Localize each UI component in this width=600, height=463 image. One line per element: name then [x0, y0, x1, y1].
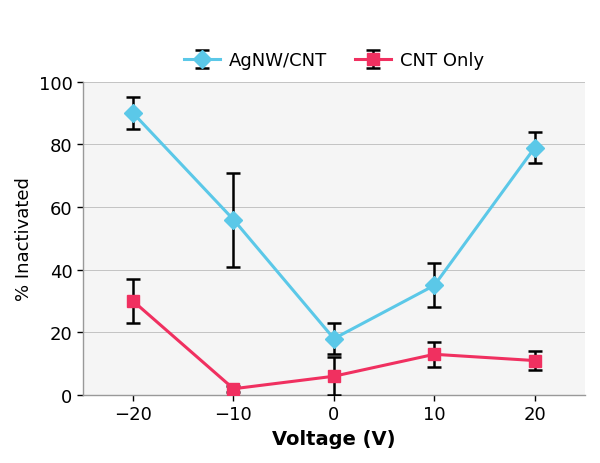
Y-axis label: % Inactivated: % Inactivated: [15, 177, 33, 300]
Legend: AgNW/CNT, CNT Only: AgNW/CNT, CNT Only: [177, 45, 491, 77]
X-axis label: Voltage (V): Voltage (V): [272, 429, 395, 448]
